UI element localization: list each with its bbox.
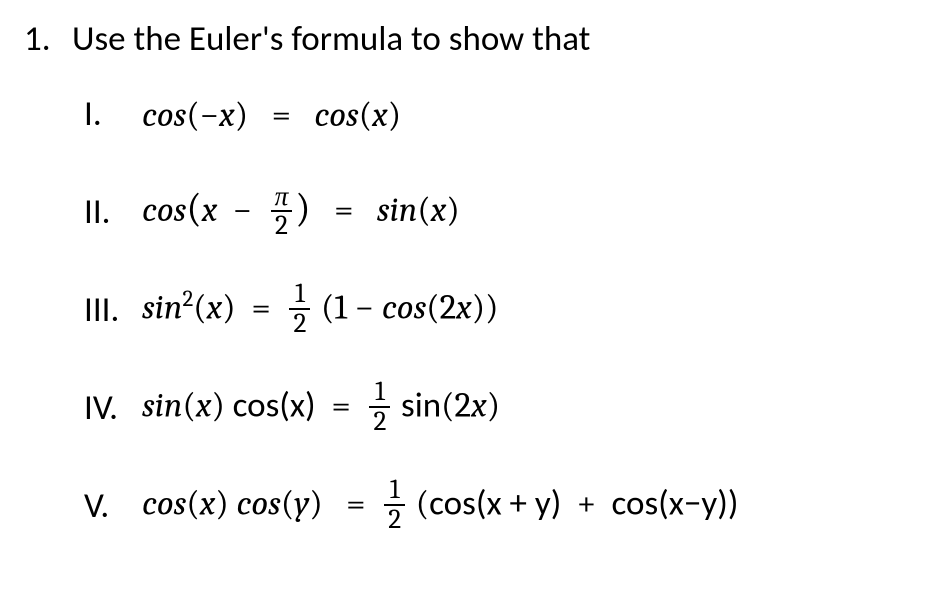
item-iii-number: III. bbox=[84, 289, 142, 333]
arg-x: (x) bbox=[186, 483, 228, 524]
one: 1 bbox=[369, 378, 390, 407]
fn-sin: sin bbox=[142, 287, 183, 328]
arg-2x: (2x) bbox=[441, 385, 500, 426]
question-line: 1. Use the Euler's formula to show that bbox=[24, 18, 931, 62]
arg-x-up: (x) bbox=[279, 385, 315, 427]
item-iii: III. sin2(x) = 1 2 (1 − cos(2x)) bbox=[84, 266, 931, 356]
fn-cos: cos bbox=[142, 94, 186, 135]
eq: = bbox=[334, 189, 353, 230]
eq: = bbox=[346, 483, 365, 524]
minus-sign: − bbox=[225, 189, 260, 230]
fn-cos-up: cos bbox=[233, 385, 280, 427]
fn-cos-up: cos bbox=[612, 483, 659, 525]
arg-y: (y) bbox=[281, 483, 323, 524]
fn-cos: cos bbox=[382, 287, 426, 328]
question-prompt: Use the Euler's formula to show that bbox=[72, 18, 590, 62]
fn-cos: cos bbox=[142, 189, 186, 230]
arg-xpy-up: (x + y) bbox=[476, 483, 561, 525]
item-iv: IV. sin(x) cos(x) = 1 2 sin(2x) bbox=[84, 364, 931, 454]
item-i: I. cos(−x) = cos(x) bbox=[84, 70, 931, 160]
frac-1-2: 1 2 bbox=[289, 280, 310, 337]
item-ii: II. cos(x − π 2 ) = sin(x) bbox=[84, 168, 931, 258]
fn-cos-up: cos bbox=[429, 483, 476, 525]
arg-2x: (2x) bbox=[426, 287, 485, 328]
arg-x: (x) bbox=[359, 94, 401, 135]
page: 1. Use the Euler's formula to show that … bbox=[0, 0, 941, 562]
fn-sin-up: sin bbox=[401, 385, 441, 427]
var-x: x bbox=[202, 189, 218, 230]
eq: = bbox=[251, 287, 270, 328]
close-paren: ) bbox=[728, 483, 739, 525]
item-v-number: V. bbox=[84, 485, 142, 529]
item-ii-number: II. bbox=[84, 191, 142, 235]
fn-sin: sin bbox=[142, 385, 183, 426]
arg-minus-x: (−x) bbox=[186, 94, 248, 135]
fn-sin: sin bbox=[377, 189, 418, 230]
item-iv-number: IV. bbox=[84, 387, 142, 431]
close-paren: ) bbox=[485, 287, 498, 328]
sub-list: I. cos(−x) = cos(x) II. cos(x − π 2 ) = … bbox=[24, 70, 931, 552]
arg-x: (x) bbox=[193, 287, 235, 328]
frac-1-2: 1 2 bbox=[369, 378, 390, 435]
two: 2 bbox=[271, 212, 293, 239]
fn-cos: cos bbox=[142, 483, 186, 524]
fn-cos: cos bbox=[314, 94, 358, 135]
frac-1-2: 1 2 bbox=[384, 476, 405, 533]
eq: = bbox=[272, 94, 291, 135]
plus-sign: + bbox=[569, 483, 604, 524]
two: 2 bbox=[289, 310, 310, 337]
sq: 2 bbox=[183, 286, 194, 312]
eq: = bbox=[331, 385, 350, 426]
close-paren: ) bbox=[295, 186, 310, 232]
arg-x: (x) bbox=[183, 385, 225, 426]
open-paren: ( bbox=[186, 186, 201, 232]
item-iv-expr: sin(x) cos(x) = 1 2 sin(2x) bbox=[142, 380, 500, 437]
one: 1 bbox=[289, 280, 310, 309]
open1minus: (1 − bbox=[321, 287, 382, 328]
question-number: 1. bbox=[24, 18, 72, 62]
item-v: V. cos(x) cos(y) = 1 2 (cos(x + y) + cos… bbox=[84, 462, 931, 552]
arg-x: (x) bbox=[417, 189, 459, 230]
two: 2 bbox=[369, 408, 390, 435]
arg-xmy-up: (x−y) bbox=[658, 483, 728, 525]
one: 1 bbox=[384, 476, 405, 505]
item-iii-expr: sin2(x) = 1 2 (1 − cos(2x)) bbox=[142, 282, 499, 339]
fn-cos: cos bbox=[236, 483, 280, 524]
item-i-expr: cos(−x) = cos(x) bbox=[142, 93, 401, 137]
open-paren: ( bbox=[416, 483, 429, 524]
item-i-number: I. bbox=[84, 93, 142, 137]
two: 2 bbox=[384, 506, 405, 533]
item-ii-expr: cos(x − π 2 ) = sin(x) bbox=[142, 184, 460, 241]
frac-pi-2: π 2 bbox=[271, 183, 293, 240]
item-v-expr: cos(x) cos(y) = 1 2 (cos(x + y) + cos(x−… bbox=[142, 478, 738, 535]
pi: π bbox=[271, 183, 293, 212]
